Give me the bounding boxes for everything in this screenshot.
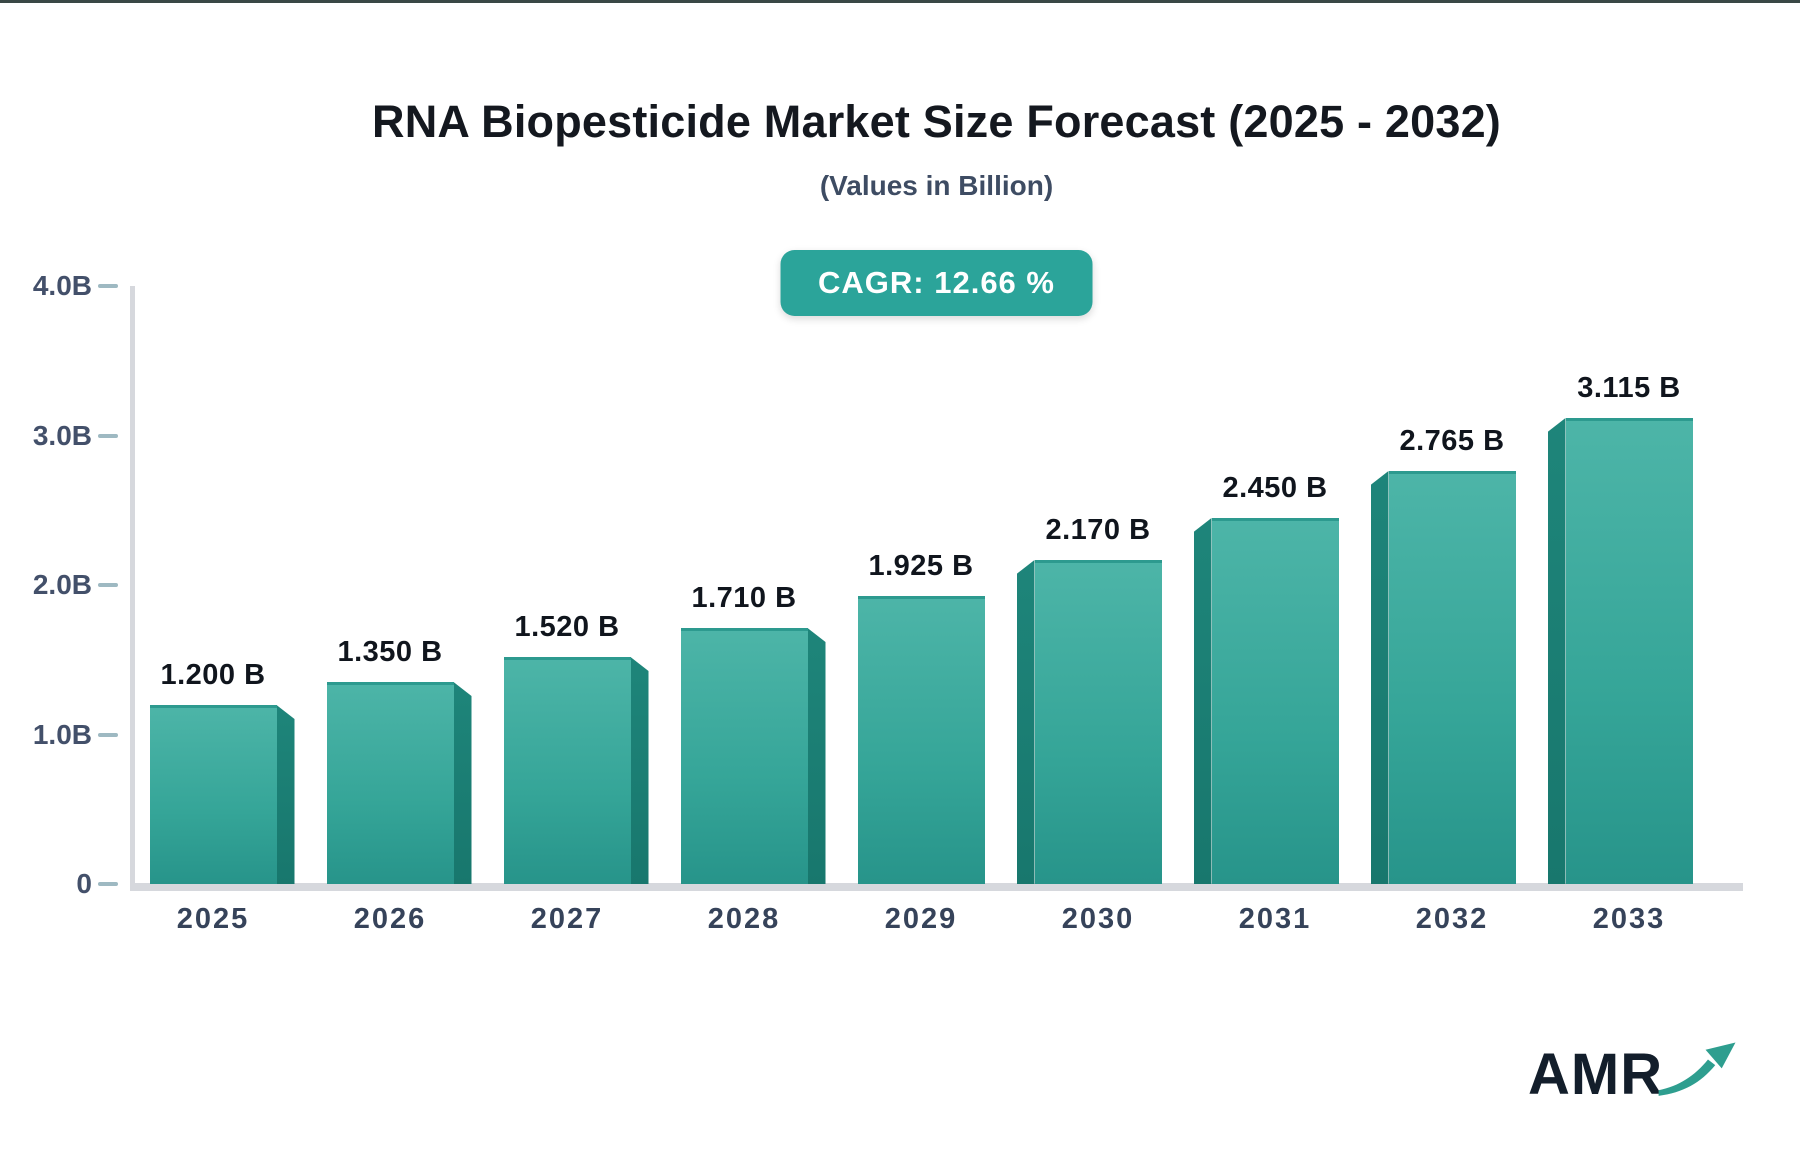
bar-value-label: 1.200 B bbox=[160, 659, 266, 691]
bar-value-label: 1.350 B bbox=[337, 636, 443, 668]
x-axis-baseline bbox=[130, 883, 1743, 891]
bar-3d-side bbox=[453, 682, 472, 884]
bar bbox=[149, 705, 277, 884]
x-axis-label: 2027 bbox=[530, 903, 604, 935]
bar-3d-side bbox=[276, 705, 295, 884]
x-axis-label: 2026 bbox=[353, 903, 427, 935]
growth-arrow-icon bbox=[1658, 1042, 1736, 1096]
x-axis-label: 2030 bbox=[1061, 903, 1135, 935]
bar-3d-side bbox=[1016, 560, 1035, 884]
bar-value-label: 1.925 B bbox=[868, 550, 974, 582]
bar-3d-side bbox=[1370, 471, 1389, 884]
x-axis-label: 2029 bbox=[884, 903, 958, 935]
bar bbox=[1388, 471, 1516, 884]
bar bbox=[326, 682, 454, 884]
x-axis-label: 2025 bbox=[176, 903, 250, 935]
bar bbox=[857, 596, 985, 884]
bar-3d-side bbox=[630, 657, 649, 884]
bar bbox=[680, 628, 808, 884]
amr-logo-text: AMR bbox=[1528, 1042, 1664, 1107]
y-axis-label: 2.0B bbox=[32, 569, 92, 600]
y-axis-tick bbox=[98, 732, 118, 737]
bar bbox=[1565, 418, 1693, 884]
chart-title: RNA Biopesticide Market Size Forecast (2… bbox=[372, 96, 1501, 147]
bar-3d-side bbox=[1547, 418, 1566, 884]
bar-value-label: 1.710 B bbox=[691, 582, 797, 614]
y-axis-line bbox=[130, 286, 135, 884]
y-axis-tick bbox=[98, 284, 118, 288]
y-axis-tick bbox=[98, 433, 118, 438]
chart-subtitle: (Values in Billion) bbox=[819, 170, 1054, 201]
x-axis-label: 2033 bbox=[1592, 903, 1666, 935]
bar-3d-side bbox=[1193, 518, 1212, 884]
cagr-badge: CAGR: 12.66 % bbox=[780, 250, 1093, 316]
bar-3d-side bbox=[807, 628, 826, 884]
y-axis-label: 0 bbox=[76, 868, 92, 899]
bar-value-label: 1.520 B bbox=[514, 611, 620, 643]
bar bbox=[1211, 518, 1339, 884]
y-axis-label: 1.0B bbox=[32, 718, 92, 750]
y-axis-label: 4.0B bbox=[32, 270, 92, 301]
x-axis-label: 2032 bbox=[1415, 903, 1489, 935]
bar-value-label: 2.170 B bbox=[1045, 514, 1151, 546]
bar bbox=[1034, 560, 1162, 884]
x-axis-label: 2028 bbox=[707, 903, 781, 935]
bar-value-label: 2.765 B bbox=[1399, 425, 1505, 457]
x-axis-label: 2031 bbox=[1238, 903, 1312, 935]
amr-logo: AMR bbox=[1528, 1032, 1738, 1118]
y-axis-tick bbox=[98, 583, 118, 587]
top-border bbox=[0, 0, 1800, 3]
bar-value-label: 2.450 B bbox=[1222, 472, 1328, 504]
bar bbox=[503, 657, 631, 884]
y-axis-tick bbox=[98, 882, 118, 886]
bar-value-label: 3.115 B bbox=[1577, 372, 1681, 404]
y-axis-label: 3.0B bbox=[32, 419, 92, 451]
